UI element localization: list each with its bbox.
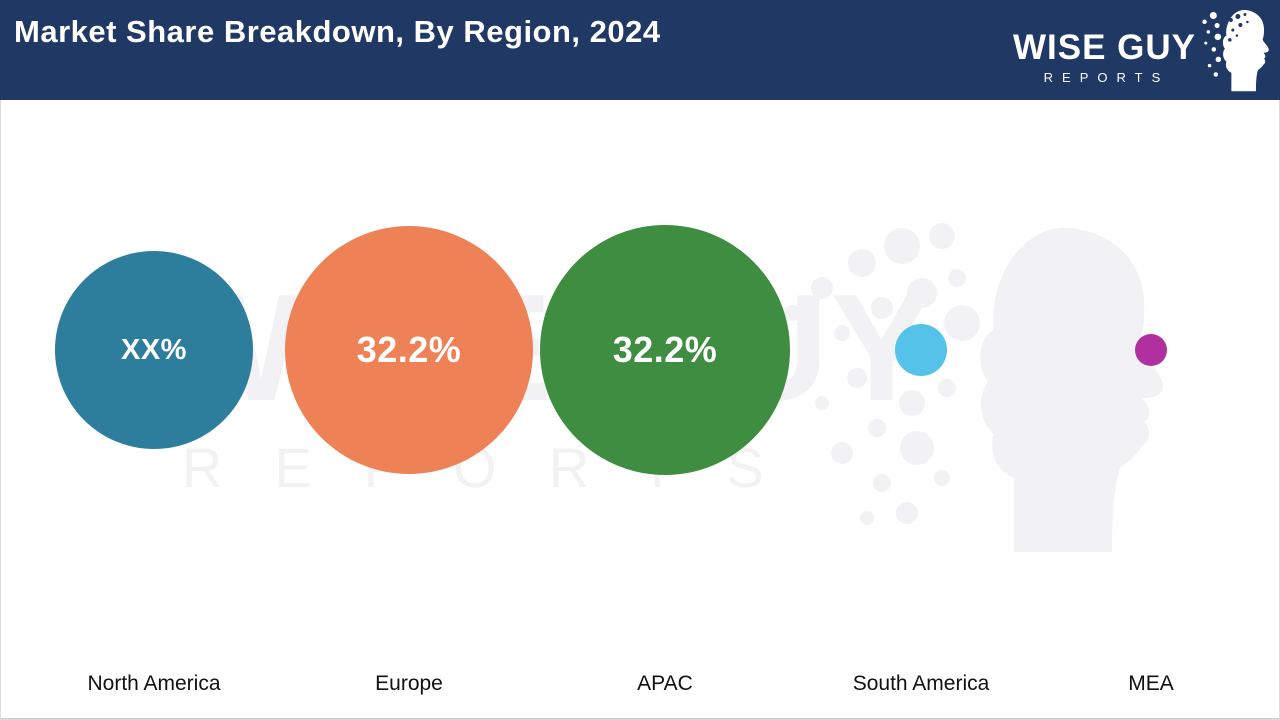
brand-logo: WISE GUY REPORTS [1013,8,1270,92]
category-label-europe: Europe [375,672,443,695]
bubble-europe: 32.2% [285,226,533,474]
brand-name: WISE GUY [1012,27,1196,67]
category-label-apac: APAC [637,672,693,695]
category-label-mea: MEA [1128,672,1174,695]
header: Market Share Breakdown, By Region, 2024 … [0,0,1280,100]
logo-head-icon [1202,9,1269,92]
bubble-mea [1135,334,1167,366]
page-title: Market Share Breakdown, By Region, 2024 [14,14,661,49]
category-label-south-america: South America [852,672,990,695]
bubble-value-north-america: XX% [121,333,187,366]
bubble-chart: WISE GUY REPORTS [0,100,1280,720]
bubble-apac: 32.2% [540,225,790,475]
bubble-north-america: XX% [55,251,253,449]
category-label-north-america: North America [87,672,221,695]
watermark-head-icon [784,223,1164,552]
brand-tagline: REPORTS [1043,69,1170,85]
brand-text: WISE GUY REPORTS [1013,30,1196,85]
bubble-south-america [895,324,947,376]
bubble-value-europe: 32.2% [356,329,462,370]
bubble-value-apac: 32.2% [612,329,718,370]
